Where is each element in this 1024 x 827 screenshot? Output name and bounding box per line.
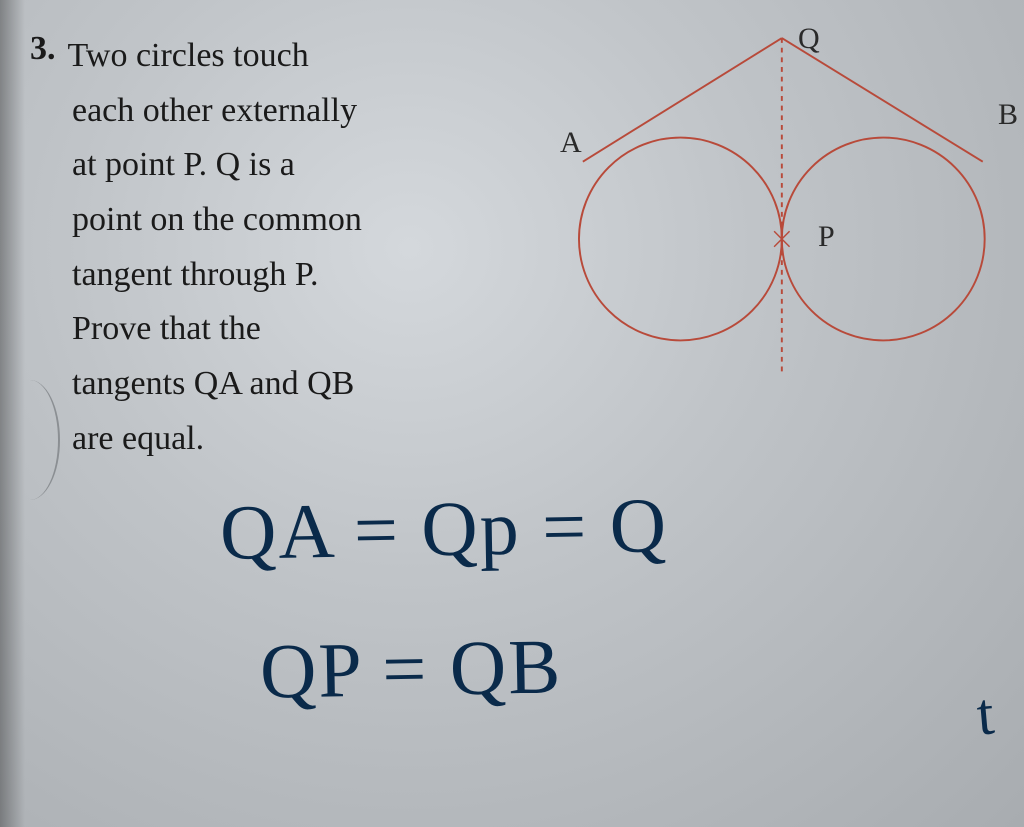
tangent-line-qb: [782, 38, 983, 162]
content-area: 3. Two circles touch each other external…: [30, 20, 1004, 468]
label-p: P: [818, 220, 835, 254]
diagram-area: Q A B P: [550, 20, 1004, 400]
handwritten-line-2: QP = QB: [259, 627, 562, 710]
question-line-5: tangent through P.: [30, 249, 530, 302]
question-line-3: at point P. Q is a: [30, 139, 530, 192]
label-b: B: [998, 98, 1018, 132]
question-line-7: tangents QA and QB: [30, 358, 530, 411]
tangent-line-qa: [583, 38, 782, 162]
question-number: 3.: [30, 30, 56, 68]
circle-right: [782, 138, 985, 341]
geometry-diagram: [550, 20, 1004, 400]
question-line-6: Prove that the: [30, 303, 530, 356]
circle-left: [579, 138, 782, 341]
label-a: A: [560, 126, 582, 160]
question-text-block: 3. Two circles touch each other external…: [30, 20, 530, 468]
handwritten-line-1: QA = Qp = Q: [219, 486, 668, 572]
handwriting-area: QA = Qp = Q QP = QB t: [180, 480, 984, 800]
question-line-2: each other externally: [30, 85, 530, 138]
question-line-4: point on the common: [30, 194, 530, 247]
question-line-1: Two circles touch: [68, 37, 309, 74]
label-q: Q: [798, 22, 820, 56]
question-line-8: are equal.: [30, 413, 530, 466]
